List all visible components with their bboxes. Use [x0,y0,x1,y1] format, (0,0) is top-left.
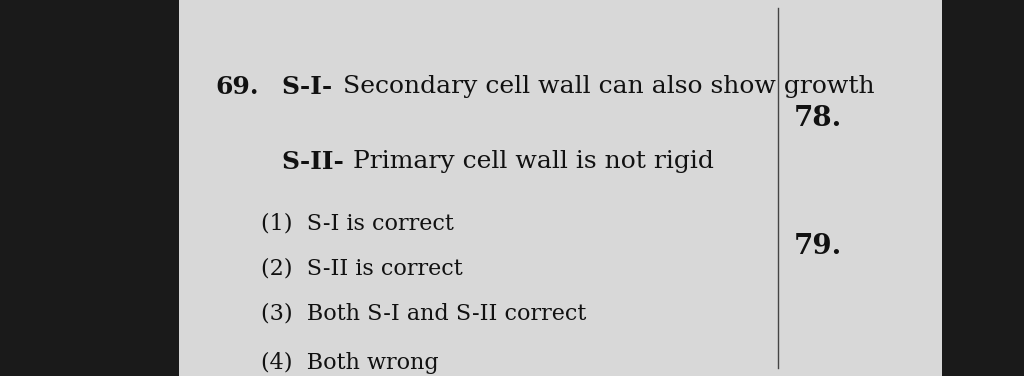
Text: 79.: 79. [794,233,842,260]
Bar [179,0,942,376]
Text: (1)  S-I is correct: (1) S-I is correct [261,212,454,235]
Text: 69.: 69. [215,75,258,99]
Text: (3)  Both S-I and S-II correct: (3) Both S-I and S-II correct [261,303,587,325]
Text: S-I-: S-I- [282,75,333,99]
Text: (4)  Both wrong: (4) Both wrong [261,352,438,374]
Bar [942,0,1024,376]
Text: Primary cell wall is not rigid: Primary cell wall is not rigid [345,150,714,173]
Text: 78.: 78. [794,105,842,132]
Text: Secondary cell wall can also show growth: Secondary cell wall can also show growth [335,75,874,98]
Text: (2)  S-II is correct: (2) S-II is correct [261,258,463,280]
Text: S-II-: S-II- [282,150,344,174]
